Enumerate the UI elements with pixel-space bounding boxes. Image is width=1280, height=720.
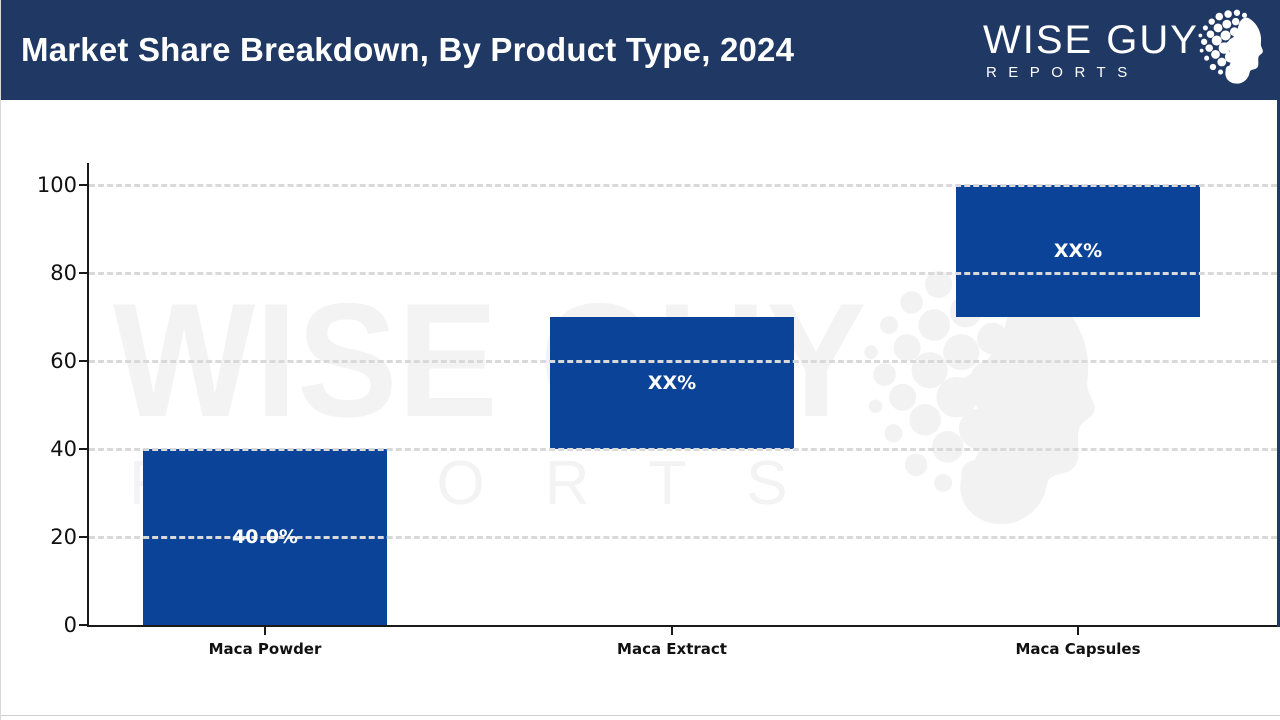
gridline-100 xyxy=(89,184,1277,187)
header-bar: Market Share Breakdown, By Product Type,… xyxy=(1,0,1280,100)
y-tick-label: 80 xyxy=(50,261,77,285)
y-tick-label: 60 xyxy=(50,349,77,373)
y-tick-mark xyxy=(79,272,87,274)
x-axis-line xyxy=(87,625,1278,627)
gridline-20 xyxy=(89,536,1277,539)
y-tick-mark xyxy=(79,184,87,186)
y-tick-label: 100 xyxy=(36,173,77,197)
y-axis-line xyxy=(87,163,89,627)
bar-value-label: XX% xyxy=(1053,240,1103,262)
x-tick-mark xyxy=(1077,627,1079,635)
category-label: Maca Extract xyxy=(617,640,727,658)
bar-value-label: XX% xyxy=(647,372,697,394)
gridline-60 xyxy=(89,360,1277,363)
y-tick-label: 20 xyxy=(50,525,77,549)
y-tick-mark xyxy=(79,624,87,626)
brand-logo-text: WISE GUY REPORTS xyxy=(983,20,1199,81)
gridline-40 xyxy=(89,448,1277,451)
bottom-border-line xyxy=(1,715,1280,716)
y-tick-label: 40 xyxy=(50,437,77,461)
y-tick-label: 0 xyxy=(63,613,77,637)
y-tick-mark xyxy=(79,536,87,538)
category-label: Maca Powder xyxy=(208,640,322,658)
bar-maca-capsules xyxy=(956,185,1200,317)
x-tick-mark xyxy=(264,627,266,635)
y-tick-mark xyxy=(79,448,87,450)
page-title: Market Share Breakdown, By Product Type,… xyxy=(21,31,795,68)
category-label: Maca Capsules xyxy=(1015,640,1141,658)
y-tick-mark xyxy=(79,360,87,362)
bar-maca-extract xyxy=(550,317,794,449)
brand-logo: WISE GUY REPORTS xyxy=(983,9,1265,91)
logo-subtitle: REPORTS xyxy=(985,63,1139,81)
x-tick-mark xyxy=(671,627,673,635)
chart-plot-area: WISE GUY REPORTS 0 20 40 60 80 100 40.0% Maca P… xyxy=(1,100,1280,720)
bar-value-label: 40.0% xyxy=(232,526,298,548)
logo-wordmark: WISE GUY xyxy=(982,17,1199,62)
right-edge-strip xyxy=(1277,0,1280,627)
logo-face-icon xyxy=(1195,9,1265,91)
gridline-80 xyxy=(89,272,1277,275)
